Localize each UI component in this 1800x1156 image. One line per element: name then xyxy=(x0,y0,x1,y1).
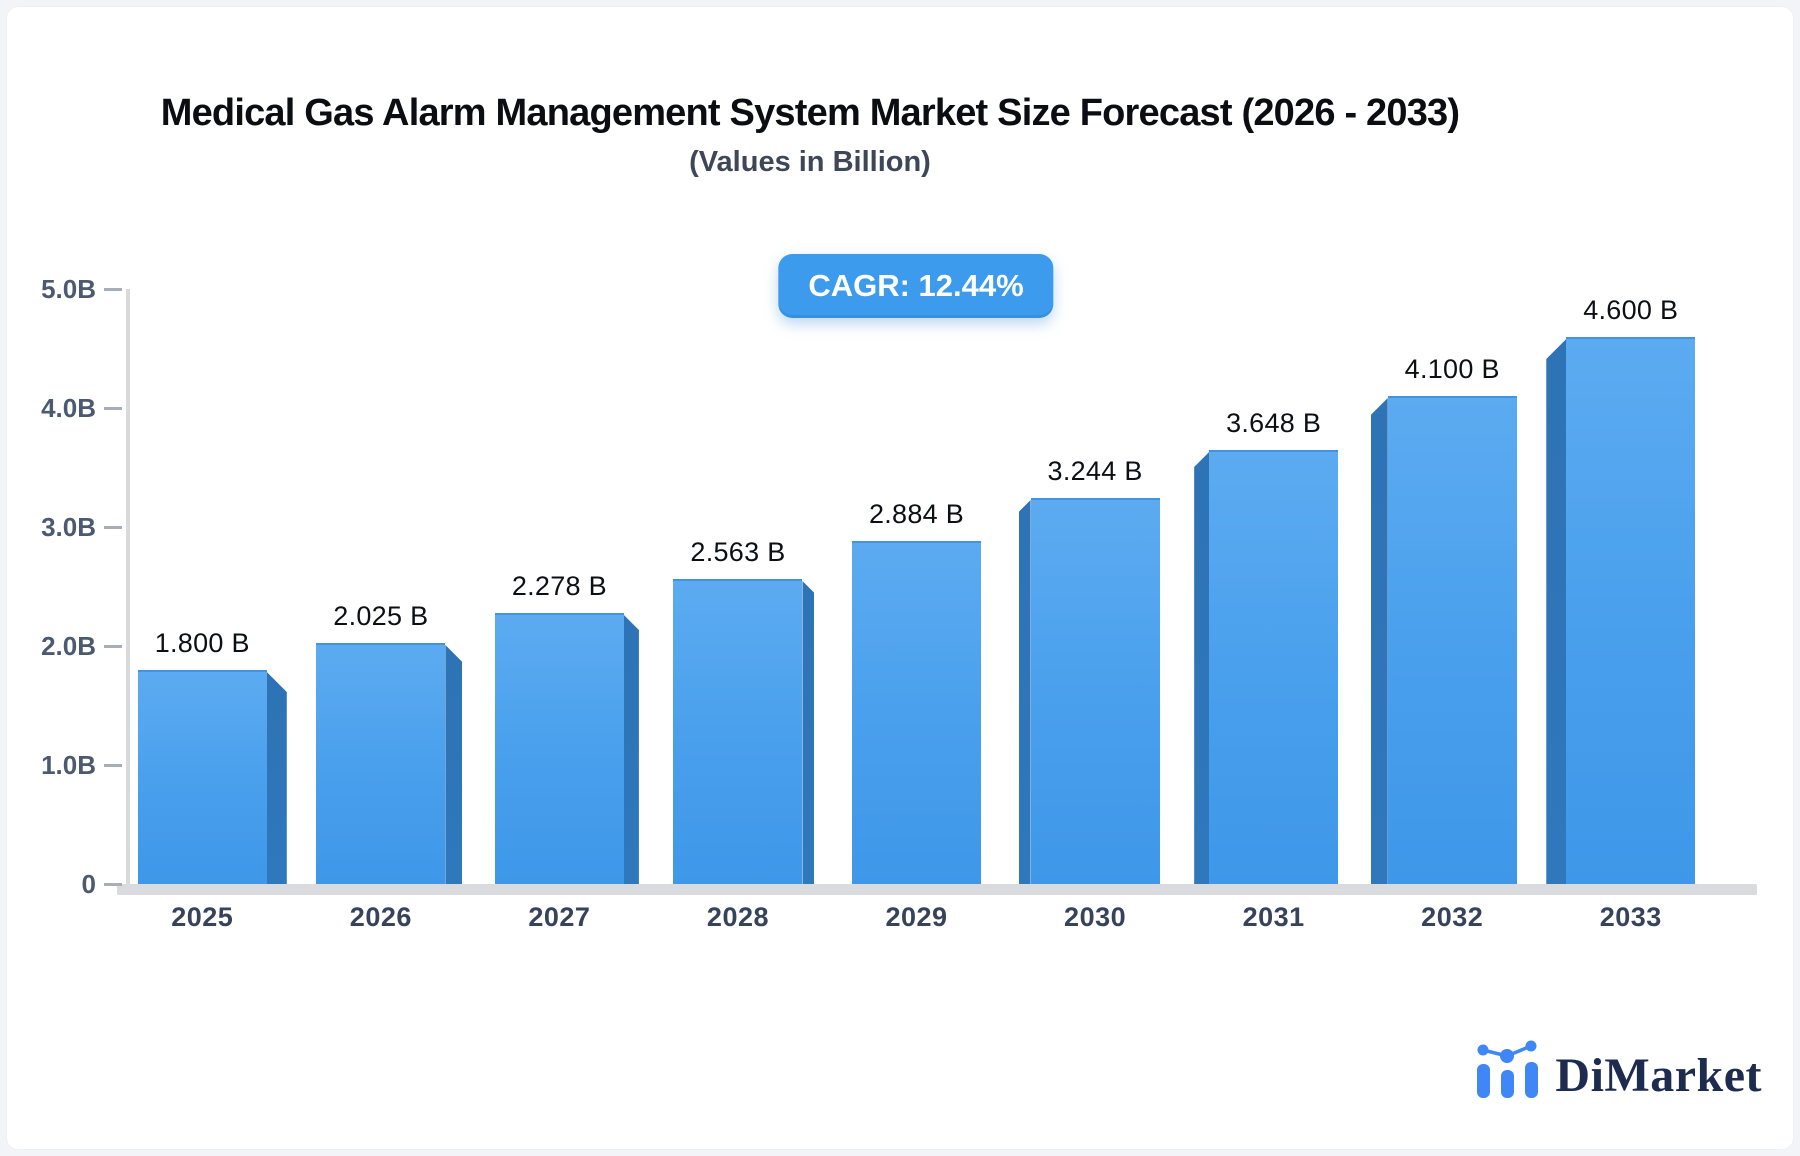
bar-value-label: 4.100 B xyxy=(1404,354,1500,384)
bar-slot: 3.648 B xyxy=(1184,284,1363,884)
bar-value-label: 2.563 B xyxy=(690,537,786,567)
y-tick-label: 3.0B xyxy=(41,512,96,542)
bar-slot: 2.278 B xyxy=(470,284,649,884)
bar-2033: 4.600 B xyxy=(1546,295,1696,884)
bar-side-face xyxy=(802,581,815,884)
chart-subtitle: (Values in Billion) xyxy=(689,146,931,178)
y-tick-mark xyxy=(104,883,122,886)
bar-2030: 3.244 B xyxy=(1018,456,1160,884)
y-tick-mark xyxy=(104,288,122,291)
bar-value-label: 2.884 B xyxy=(868,499,965,529)
x-axis-year-label: 2025 xyxy=(171,902,234,932)
bar-2029: 2.884 B xyxy=(852,499,982,884)
bar-side-face xyxy=(623,615,639,884)
x-axis-year-label: 2033 xyxy=(1599,902,1662,932)
bar-slot: 2.025 B xyxy=(292,284,471,884)
y-tick-mark xyxy=(104,407,122,410)
y-tick-label: 2.0B xyxy=(41,631,96,661)
y-tick-label: 1.0B xyxy=(41,750,96,780)
bar-value-label: 3.244 B xyxy=(1047,456,1143,486)
years-row: 2025 2026 2027 2028 2029 2030 2031 2032 2033 xyxy=(113,902,1720,933)
bar-slot: 1.800 B xyxy=(113,284,292,884)
bar-2031: 3.648 B xyxy=(1194,408,1339,884)
x-axis-year-label: 2027 xyxy=(528,902,591,932)
x-axis-baseline xyxy=(117,884,1757,895)
x-axis-year-label: 2031 xyxy=(1242,902,1305,932)
y-tick-mark xyxy=(104,645,122,648)
bar-value-label: 4.600 B xyxy=(1583,295,1679,325)
x-axis-year-label: 2030 xyxy=(1064,902,1127,932)
chart-title: Medical Gas Alarm Management System Mark… xyxy=(160,92,1460,134)
bar-side-face xyxy=(1194,452,1210,884)
dimarket-logo-icon xyxy=(1477,1040,1539,1098)
bar-value-label: 3.648 B xyxy=(1226,408,1322,438)
bar-value-label: 1.800 B xyxy=(154,628,250,658)
bar-2026: 2.025 B xyxy=(316,601,463,884)
y-tick-label: 4.0B xyxy=(41,393,96,423)
bar-side-face xyxy=(266,672,287,884)
y-tick-label: 5.0B xyxy=(41,274,96,304)
x-axis-year-label: 2028 xyxy=(706,902,769,932)
bar-2025: 1.800 B xyxy=(137,628,287,884)
bar-value-label: 2.025 B xyxy=(333,601,429,631)
bar-side-face xyxy=(1546,339,1567,884)
bar-slot: 4.100 B xyxy=(1363,284,1542,884)
y-tick-mark xyxy=(104,526,122,529)
bar-side-face xyxy=(1370,398,1388,884)
chart-card: Medical Gas Alarm Management System Mark… xyxy=(6,6,1794,1150)
bar-slot: 2.563 B xyxy=(649,284,828,884)
bar-slot: 2.884 B xyxy=(827,284,1006,884)
y-tick-mark xyxy=(104,764,122,767)
bar-side-face xyxy=(445,645,463,884)
bar-2032: 4.100 B xyxy=(1370,354,1517,884)
bar-value-label: 2.278 B xyxy=(511,571,607,601)
cagr-badge: CAGR: 12.44% xyxy=(778,254,1054,318)
y-tick-label: 0 xyxy=(81,869,96,899)
brand-logo: DiMarket xyxy=(1475,1038,1762,1100)
brand-name: DiMarket xyxy=(1555,1049,1762,1102)
y-axis-line xyxy=(126,289,130,884)
bar-slot: 3.244 B xyxy=(1006,284,1185,884)
bar-2028: 2.563 B xyxy=(673,537,815,884)
bar-2027: 2.278 B xyxy=(494,571,639,884)
bar-slot: 4.600 B xyxy=(1542,284,1721,884)
x-axis-year-label: 2026 xyxy=(349,902,412,932)
bars-row: 1.800 B 2.025 B 2.278 B 2.563 B 2.884 B 3.244… xyxy=(113,284,1720,884)
x-axis-year-label: 2032 xyxy=(1421,902,1484,932)
x-axis-year-label: 2029 xyxy=(885,902,948,932)
bar-side-face xyxy=(1018,500,1031,884)
